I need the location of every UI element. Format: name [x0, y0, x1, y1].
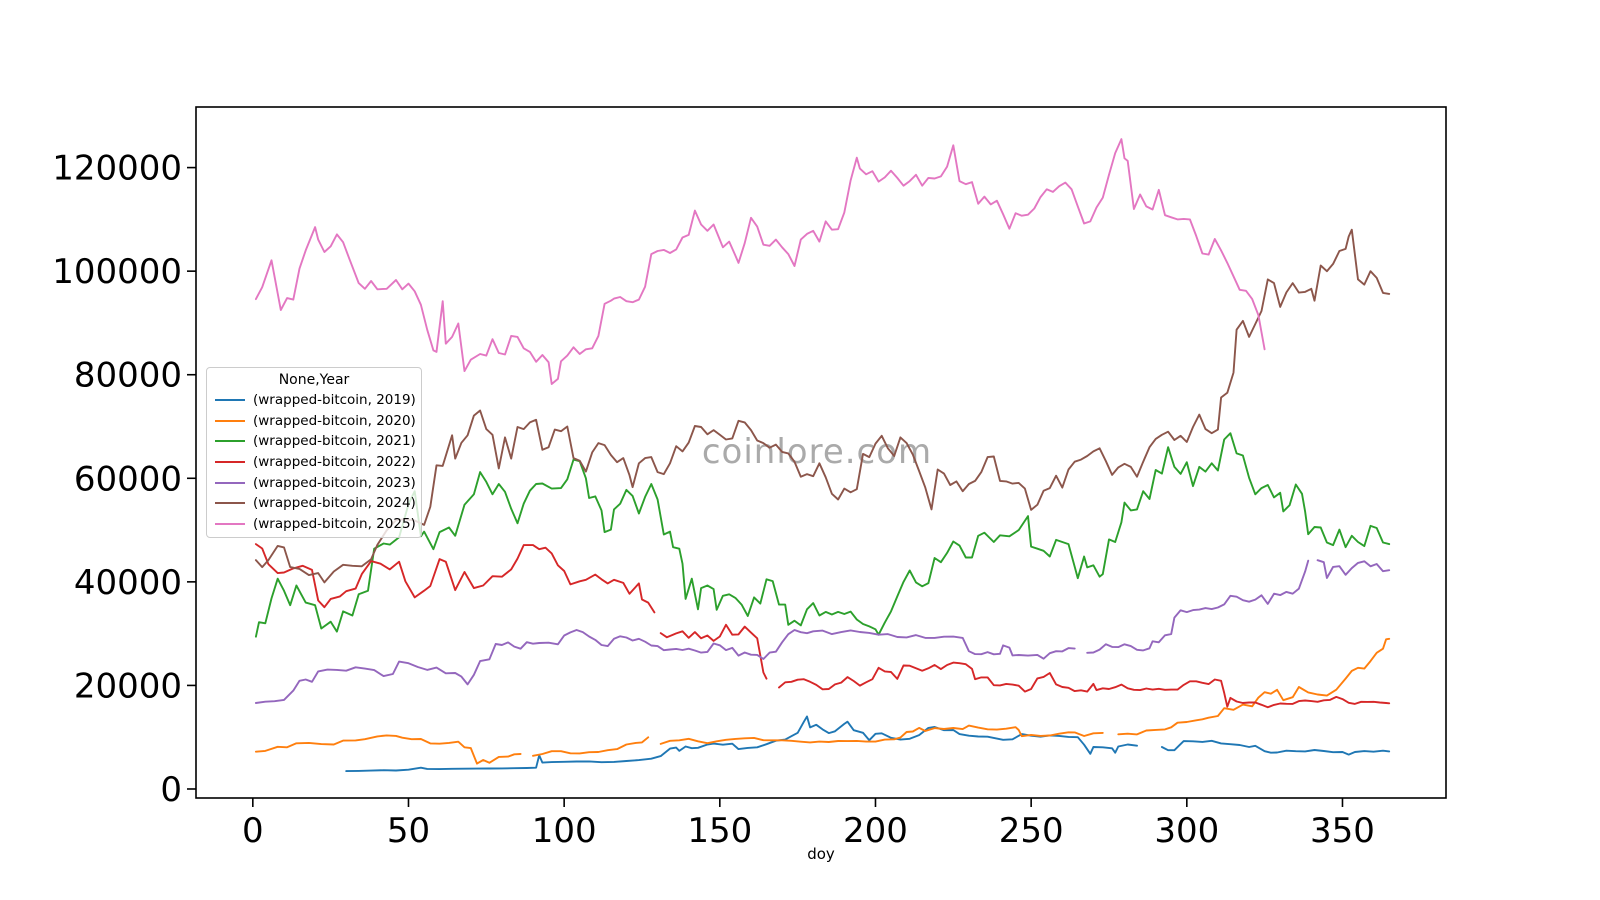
legend-title: None,Year: [278, 372, 350, 388]
x-tick-label: 0: [242, 811, 264, 851]
series-line-2021: [254, 432, 1391, 638]
legend-line-sample: [215, 522, 245, 525]
y-tick-label: 80000: [74, 356, 182, 396]
x-tick-label: 150: [687, 811, 752, 851]
plot-border: [195, 106, 1447, 799]
legend-rows: (wrapped-bitcoin, 2019) (wrapped-bitcoin,…: [207, 390, 421, 534]
y-tick-label: 60000: [74, 459, 182, 499]
x-tick-label: 300: [1154, 811, 1219, 851]
legend-line-sample: [215, 440, 245, 443]
watermark: coinlore.com: [702, 432, 932, 472]
legend-entry-label: (wrapped-bitcoin, 2024): [253, 495, 416, 512]
legend-entry-label: (wrapped-bitcoin, 2025): [253, 515, 416, 532]
legend-entry-label: (wrapped-bitcoin, 2023): [253, 474, 416, 491]
legend-line-sample: [215, 502, 245, 505]
x-tick-label: 50: [387, 811, 430, 851]
legend-entry-2020: (wrapped-bitcoin, 2020): [207, 411, 421, 432]
legend-entry-2025: (wrapped-bitcoin, 2025): [207, 514, 421, 535]
x-tick-label: 200: [843, 811, 908, 851]
legend-line-sample: [215, 481, 245, 484]
series-line-2023: [254, 559, 1391, 704]
y-tick-label: 40000: [74, 563, 182, 603]
legend-entry-2022: (wrapped-bitcoin, 2022): [207, 452, 421, 473]
y-tick-label: 20000: [74, 666, 182, 706]
legend-entry-2024: (wrapped-bitcoin, 2024): [207, 493, 421, 514]
y-tick-label: 120000: [52, 149, 182, 189]
legend-entry-2023: (wrapped-bitcoin, 2023): [207, 472, 421, 493]
chart-legend: None,Year (wrapped-bitcoin, 2019) (wrappe…: [206, 367, 422, 538]
legend-entry-label: (wrapped-bitcoin, 2019): [253, 392, 416, 409]
series-line-2022: [254, 543, 1391, 709]
y-tick-label: 100000: [52, 252, 182, 292]
legend-line-sample: [215, 419, 245, 422]
legend-line-sample: [215, 399, 245, 402]
legend-entry-2019: (wrapped-bitcoin, 2019): [207, 390, 421, 411]
legend-entry-2021: (wrapped-bitcoin, 2021): [207, 431, 421, 452]
legend-entry-label: (wrapped-bitcoin, 2022): [253, 454, 416, 471]
y-tick-label: 0: [160, 770, 182, 810]
series-line-2019: [345, 715, 1391, 773]
x-tick-label: 350: [1310, 811, 1375, 851]
x-axis-label: doy: [807, 845, 835, 863]
legend-line-sample: [215, 461, 245, 464]
series-line-2025: [254, 138, 1266, 385]
legend-entry-label: (wrapped-bitcoin, 2020): [253, 412, 416, 429]
series-line-2020: [254, 637, 1391, 765]
x-tick-label: 100: [532, 811, 597, 851]
legend-entry-label: (wrapped-bitcoin, 2021): [253, 433, 416, 450]
x-tick-label: 250: [999, 811, 1064, 851]
series-line-2024: [254, 228, 1391, 584]
